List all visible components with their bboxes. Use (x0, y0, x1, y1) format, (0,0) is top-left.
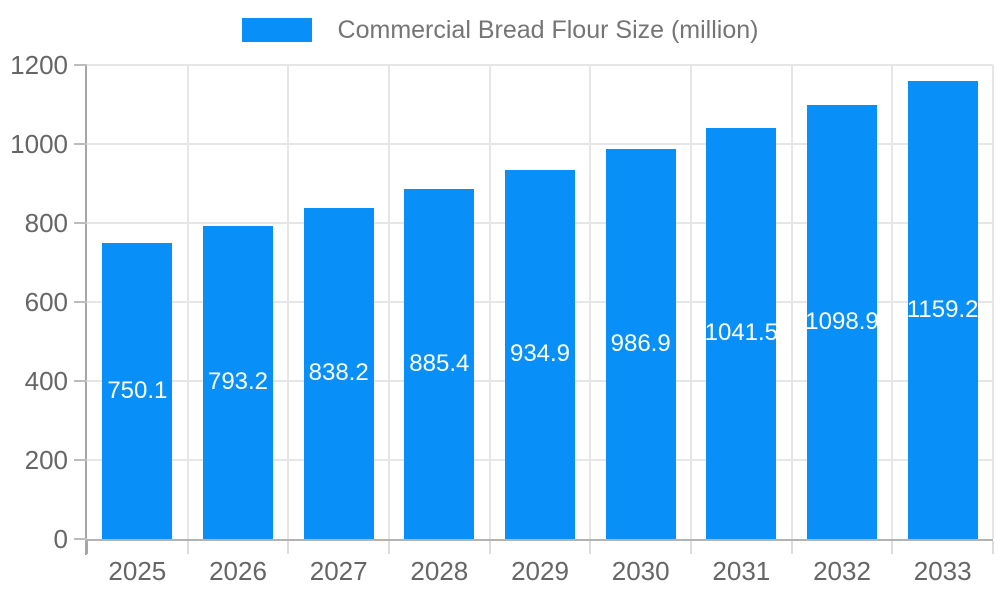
gridline-vertical (388, 65, 390, 539)
plot-area: 750.1 793.2 838.2 885.4 934.9 986.9 1041.5 1098… (85, 64, 994, 555)
x-tick-label: 2031 (712, 556, 771, 586)
x-axis-tick (790, 541, 793, 554)
gridline-vertical (287, 65, 290, 539)
y-axis-tick (74, 64, 87, 66)
y-axis-tick (74, 143, 87, 145)
gridline-horizontal (87, 143, 993, 145)
x-tick-label: 2030 (611, 556, 670, 586)
y-tick-label: 200 (24, 445, 68, 475)
x-tick-label: 2028 (410, 556, 469, 586)
bar (907, 81, 978, 539)
x-axis-tick (488, 541, 491, 554)
x-axis-tick (690, 541, 692, 554)
bar-value-label: 885.4 (409, 350, 470, 378)
bar (303, 207, 374, 539)
bar-value-label: 1098.9 (805, 307, 879, 335)
bar-value-label: 986.9 (610, 330, 671, 358)
bar (404, 189, 475, 539)
bar (807, 104, 877, 539)
bar-value-label: 934.9 (509, 340, 571, 368)
bar-value-label: 838.2 (308, 359, 369, 387)
bar-value-label: 750.1 (107, 376, 168, 404)
y-tick-label: 400 (24, 366, 68, 396)
gridline-vertical (690, 65, 692, 539)
x-axis-line (85, 539, 993, 541)
bar (605, 149, 676, 539)
gridline-vertical (790, 65, 793, 539)
x-axis-tick (589, 541, 592, 554)
y-tick-label: 0 (53, 524, 68, 554)
gridline-vertical (992, 65, 994, 539)
x-axis-tick (388, 541, 390, 554)
y-tick-label: 1200 (10, 50, 68, 80)
y-tick-label: 1000 (10, 129, 68, 159)
bar-value-label: 1159.2 (906, 296, 979, 324)
x-tick-label: 2032 (813, 556, 871, 586)
bar (203, 225, 273, 539)
gridline-vertical (186, 65, 189, 539)
x-axis-tick (186, 541, 189, 554)
x-axis-tick (287, 541, 290, 554)
y-axis-tick (74, 380, 87, 382)
gridline-vertical (488, 65, 491, 539)
x-tick-label: 2033 (913, 556, 972, 586)
y-axis-line (85, 65, 87, 555)
x-tick-label: 2027 (309, 556, 368, 586)
bar (102, 242, 173, 539)
y-tick-label: 800 (24, 208, 68, 238)
x-axis-tick (992, 541, 994, 554)
bar (505, 169, 575, 539)
gridline-vertical (589, 65, 592, 539)
x-tick-label: 2025 (108, 556, 167, 586)
chart-legend: Commercial Bread Flour Size (million) (0, 15, 1000, 45)
gridline-vertical (891, 65, 894, 539)
bar-value-label: 1041.5 (704, 319, 779, 347)
bar-value-label: 793.2 (207, 368, 269, 396)
legend-swatch (241, 18, 312, 42)
y-axis-tick (74, 538, 87, 540)
x-tick-label: 2029 (511, 556, 569, 586)
legend-label: Commercial Bread Flour Size (million) (337, 16, 759, 44)
y-tick-label: 600 (24, 287, 68, 317)
x-tick-label: 2026 (209, 556, 267, 586)
x-axis-tick (891, 541, 894, 554)
y-axis-tick (74, 222, 87, 224)
gridline-horizontal (87, 64, 993, 66)
y-axis-tick (74, 301, 87, 303)
y-axis-tick (74, 459, 87, 461)
bar (706, 127, 777, 539)
x-axis-tick (86, 541, 88, 554)
